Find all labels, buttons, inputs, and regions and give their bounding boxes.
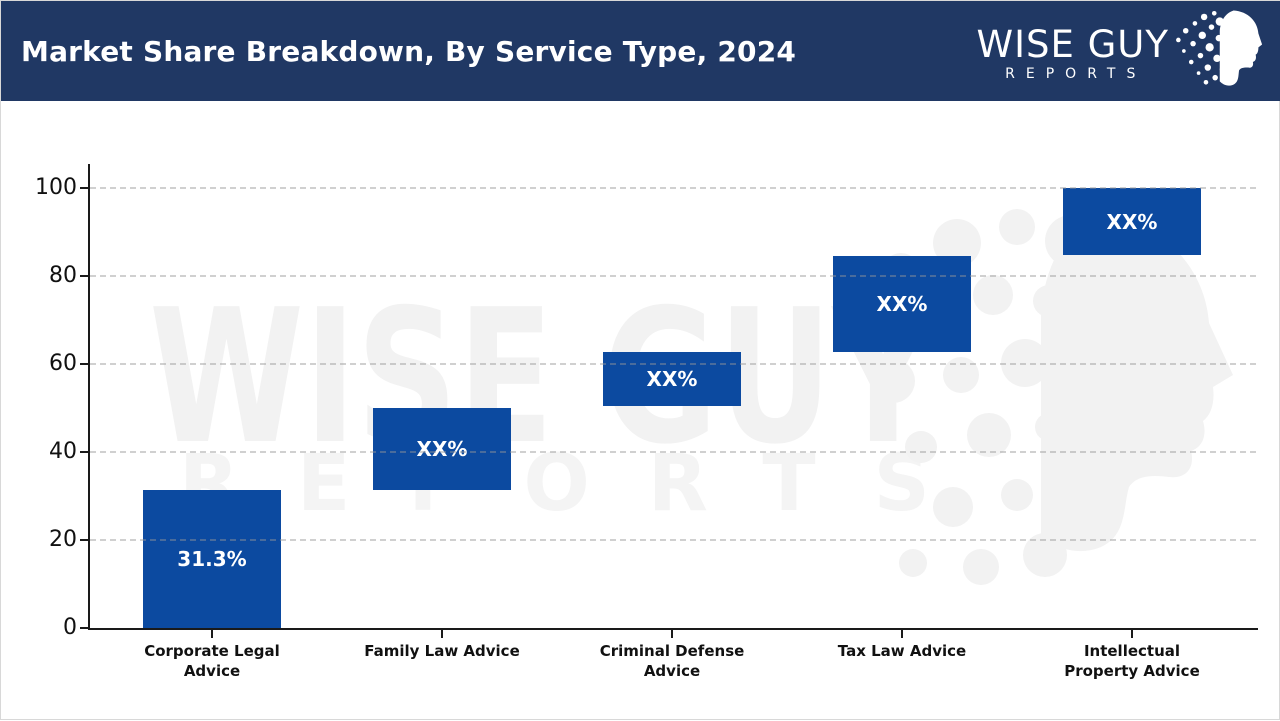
x-axis-label: Family Law Advice	[327, 641, 557, 661]
x-axis-label-line: Property Advice	[1064, 662, 1200, 680]
x-axis-spine	[88, 628, 1258, 630]
bar: XX%	[373, 408, 511, 490]
x-tick-mark	[671, 630, 673, 638]
grid-line	[90, 363, 1256, 365]
logo-head-dots-icon	[1176, 10, 1263, 86]
x-axis-label: Corporate Legal Advice	[97, 641, 327, 681]
x-axis-label-line: Advice	[643, 662, 701, 680]
x-axis-label: Intellectual Property Advice	[1017, 641, 1247, 681]
bar-value-label: XX%	[646, 367, 698, 391]
x-axis-label-line: Family Law Advice	[364, 642, 520, 660]
bar-value-label: 31.3%	[177, 547, 247, 571]
grid-line	[90, 539, 1256, 541]
bar-value-label: XX%	[876, 292, 928, 316]
x-axis-label-line: Advice	[183, 662, 241, 680]
grid-line	[90, 451, 1256, 453]
x-axis-label-line: Intellectual	[1083, 642, 1181, 660]
y-tick-label: 40	[49, 439, 77, 464]
bar: XX%	[833, 256, 971, 352]
page-title: Market Share Breakdown, By Service Type,…	[21, 34, 797, 68]
bar-value-label: XX%	[1106, 209, 1158, 234]
logo-line1: WISE GUY	[976, 22, 1169, 66]
y-tick-label: 20	[49, 527, 77, 552]
bar: XX%	[1063, 188, 1201, 255]
bar: 31.3%	[143, 490, 281, 628]
x-tick-mark	[211, 630, 213, 638]
x-tick-mark	[1131, 630, 1133, 638]
y-tick-mark	[80, 363, 88, 365]
wise-guy-logo: WISE GUY REPORTS	[977, 1, 1263, 101]
grid-line	[90, 275, 1256, 277]
x-axis-label-line: Corporate Legal	[144, 642, 280, 660]
x-tick-mark	[441, 630, 443, 638]
y-tick-mark	[80, 539, 88, 541]
y-tick-mark	[80, 187, 88, 189]
logo-wordmark: WISE GUY REPORTS	[977, 26, 1169, 81]
watermark-subtitle: REPORTS	[179, 439, 988, 529]
grid-line	[90, 187, 1256, 189]
y-tick-mark	[80, 451, 88, 453]
logo-line2: REPORTS	[1005, 65, 1147, 82]
y-tick-mark	[80, 627, 88, 629]
header-bar: Market Share Breakdown, By Service Type,…	[1, 1, 1280, 101]
x-axis-label: Criminal Defense Advice	[557, 641, 787, 681]
x-tick-mark	[901, 630, 903, 638]
bar-value-label: XX%	[416, 437, 468, 461]
x-axis-label: Tax Law Advice	[787, 641, 1017, 661]
x-axis-label-line: Criminal Defense	[599, 642, 745, 660]
watermark-wordmark: WISE GUY	[149, 269, 935, 485]
y-tick-label: 60	[49, 351, 77, 376]
y-tick-label: 100	[35, 175, 77, 200]
x-axis-label-line: Tax Law Advice	[837, 642, 967, 660]
y-axis-spine	[88, 164, 90, 630]
y-tick-label: 0	[63, 615, 77, 640]
bar: XX%	[603, 352, 741, 406]
y-tick-mark	[80, 275, 88, 277]
y-tick-label: 80	[49, 263, 77, 288]
